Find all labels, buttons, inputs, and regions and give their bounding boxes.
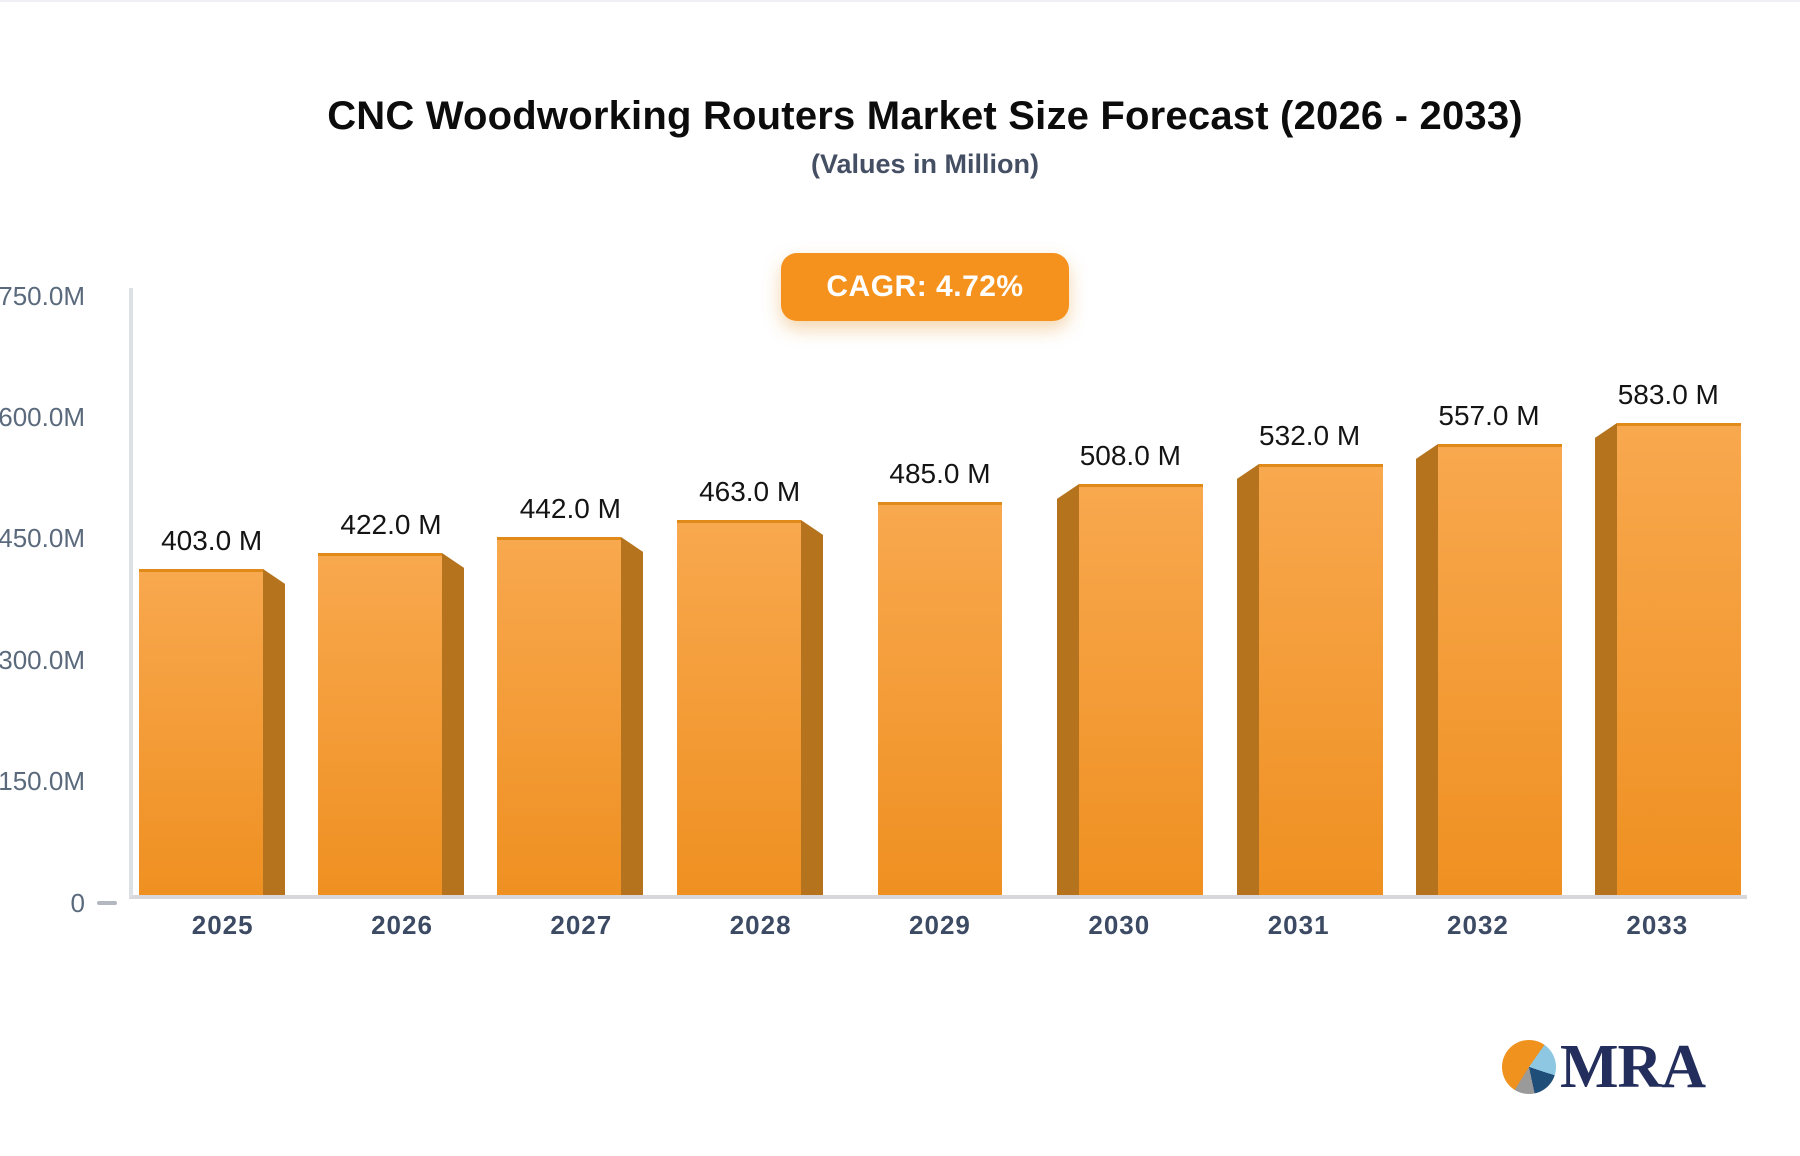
bar-value-label: 403.0 M (161, 525, 263, 556)
zero-tick-dash (97, 901, 117, 905)
bar-2025 (138, 569, 285, 895)
bar-slot: 485.0 M (850, 288, 1029, 895)
x-tick-label: 2031 (1267, 910, 1330, 940)
bar-slot: 557.0 M (1388, 288, 1567, 895)
pie-chart-icon (1502, 1040, 1556, 1094)
badge-row: CAGR: 4.72% (50, 253, 1800, 321)
y-tick-label: 150.0M (0, 766, 85, 797)
y-tick-label: 300.0M (0, 644, 85, 675)
bar-value-label: 422.0 M (340, 509, 442, 540)
bar-front-face (1437, 444, 1562, 895)
x-tick-label: 2032 (1447, 910, 1509, 940)
bar-slot: 422.0 M (312, 288, 491, 895)
bar-slot: 463.0 M (671, 288, 850, 895)
bar-side-face (1236, 464, 1259, 895)
x-tick-label: 2030 (1088, 910, 1151, 940)
bar-side-face (262, 569, 285, 895)
x-tick-label: 2028 (729, 910, 792, 940)
y-axis: 750.0M 600.0M 450.0M 300.0M 150.0M 0 (0, 281, 129, 918)
chart-header: CNC Woodworking Routers Market Size Fore… (50, 94, 1800, 180)
bar-value-label: 557.0 M (1438, 400, 1540, 431)
bar-front-face (317, 553, 442, 895)
bar-value-label: 508.0 M (1079, 440, 1181, 471)
bar-front-face (877, 502, 1002, 895)
bar-side-face (1595, 423, 1618, 895)
bar-2028 (676, 520, 823, 895)
y-tick-label: 750.0M (0, 280, 85, 311)
bar-value-label: 442.0 M (519, 493, 621, 524)
bar-slot: 532.0 M (1209, 288, 1388, 895)
chart-subtitle: (Values in Million) (810, 149, 1040, 179)
bar-side-face (441, 553, 464, 895)
bar-front-face (676, 520, 801, 895)
x-tick-label: 2025 (191, 910, 254, 940)
bar-value-label: 485.0 M (889, 458, 991, 489)
chart-title: CNC Woodworking Routers Market Size Fore… (327, 94, 1523, 138)
plot-area: 403.0 M 422.0 M 442.0 M 463.0 M 485.0 M 508.0… (129, 288, 1747, 899)
bar-value-label: 532.0 M (1259, 420, 1361, 451)
y-tick-label: 600.0M (0, 401, 85, 432)
bar-front-face (1617, 423, 1742, 895)
bar-series: 403.0 M 422.0 M 442.0 M 463.0 M 485.0 M 508.0… (133, 288, 1747, 895)
bar-front-face (138, 569, 263, 895)
bar-side-face (621, 537, 644, 895)
bar-front-face (1079, 484, 1204, 895)
bar-2030 (1057, 484, 1204, 895)
bar-front-face (1258, 464, 1383, 895)
bar-front-face (497, 537, 622, 895)
x-tick-label: 2026 (371, 910, 433, 940)
x-tick-label: 2027 (550, 910, 613, 940)
bar-slot: 508.0 M (1030, 288, 1209, 895)
bar-slot: 442.0 M (492, 288, 671, 895)
logo-text: MRA (1560, 1033, 1706, 1101)
bar-slot: 403.0 M (133, 288, 312, 895)
x-axis-labels: 2025 2026 2027 2028 2029 2030 2031 2032 2033 (133, 910, 1747, 941)
bar-side-face (1415, 444, 1438, 895)
brand-logo: MRA (1502, 1033, 1706, 1101)
bar-value-label: 583.0 M (1617, 379, 1719, 410)
y-tick-label: 450.0M (0, 523, 85, 554)
bar-side-face (1057, 484, 1080, 895)
bar-2029 (877, 502, 1002, 895)
cagr-badge: CAGR: 4.72% (781, 253, 1069, 321)
x-tick-label: 2033 (1626, 910, 1689, 940)
bar-slot: 583.0 M (1568, 288, 1747, 895)
y-tick-label: 0 (71, 888, 117, 918)
bar-2026 (317, 553, 464, 895)
x-tick-label: 2029 (909, 910, 971, 940)
bar-2031 (1236, 464, 1383, 895)
bar-value-label: 463.0 M (699, 476, 801, 507)
bar-2033 (1595, 423, 1742, 895)
bar-2032 (1415, 444, 1562, 895)
bar-2027 (497, 537, 644, 895)
bar-side-face (800, 520, 823, 895)
